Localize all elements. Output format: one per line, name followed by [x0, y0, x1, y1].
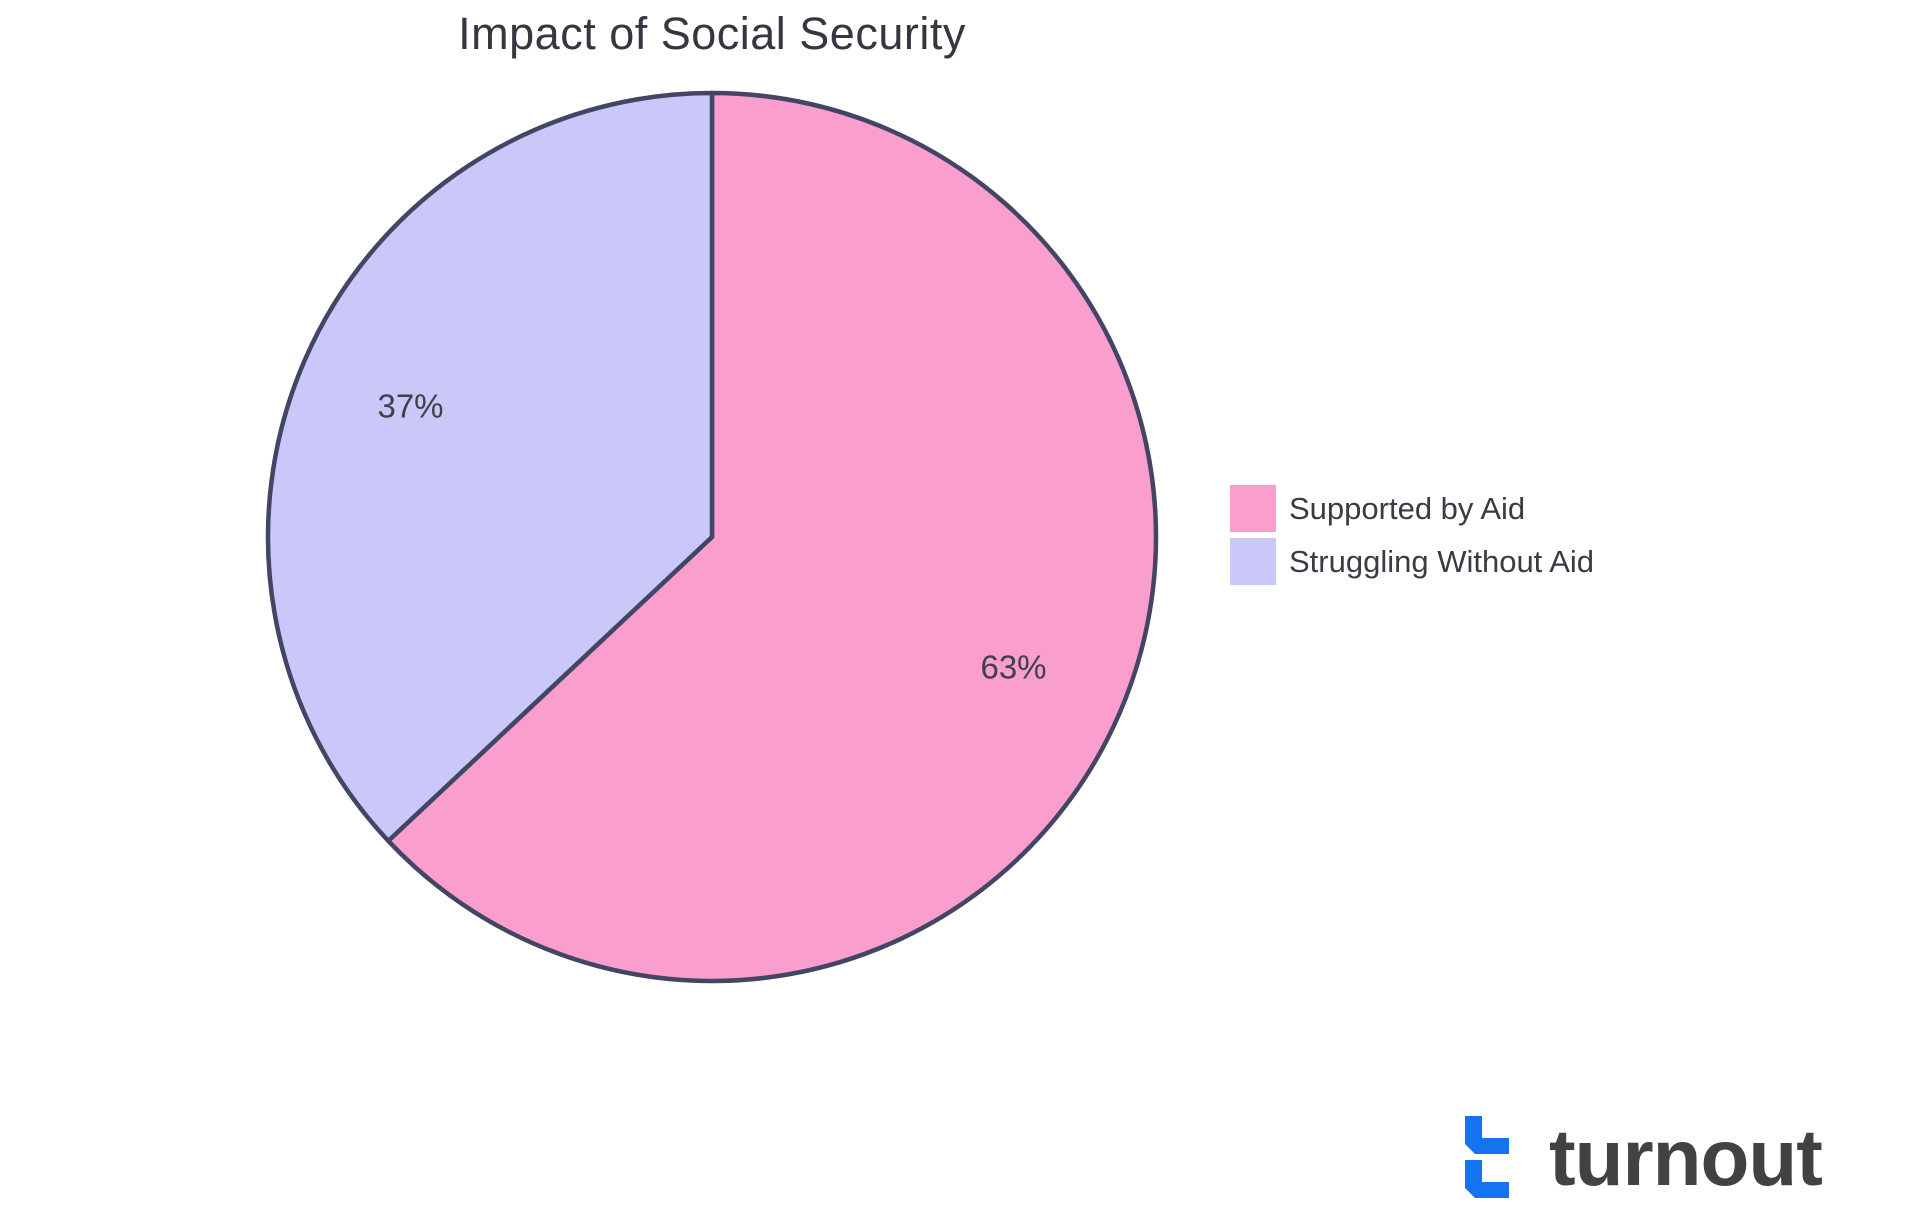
turnout-logo-text: turnout	[1549, 1113, 1823, 1202]
legend-item-struggling-without-aid: Struggling Without Aid	[1230, 538, 1594, 585]
pie-slice-label-struggling-without-aid: 37%	[377, 388, 443, 425]
turnout-logo-icon-top-shape	[1465, 1115, 1509, 1154]
turnout-logo: turnout	[1465, 1110, 1823, 1205]
turnout-logo-icon-bottom-shape	[1465, 1159, 1509, 1198]
legend-label-supported-by-aid: Supported by Aid	[1289, 490, 1526, 526]
legend-label-struggling-without-aid: Struggling Without Aid	[1289, 543, 1595, 579]
pie-slice-label-supported-by-aid: 63%	[980, 649, 1046, 686]
pie-slice-struggling-without-aid	[265, 90, 715, 844]
chart-title: Impact of Social Security	[458, 8, 966, 59]
legend-item-supported-by-aid: Supported by Aid	[1230, 485, 1594, 532]
legend: Supported by Aid Struggling Without Aid	[1230, 485, 1594, 591]
legend-swatch-struggling-without-aid	[1230, 538, 1276, 585]
turnout-logo-icon	[1465, 1115, 1509, 1198]
pie-slice-supported-by-aid	[386, 90, 1159, 984]
legend-swatch-supported-by-aid	[1230, 485, 1276, 532]
